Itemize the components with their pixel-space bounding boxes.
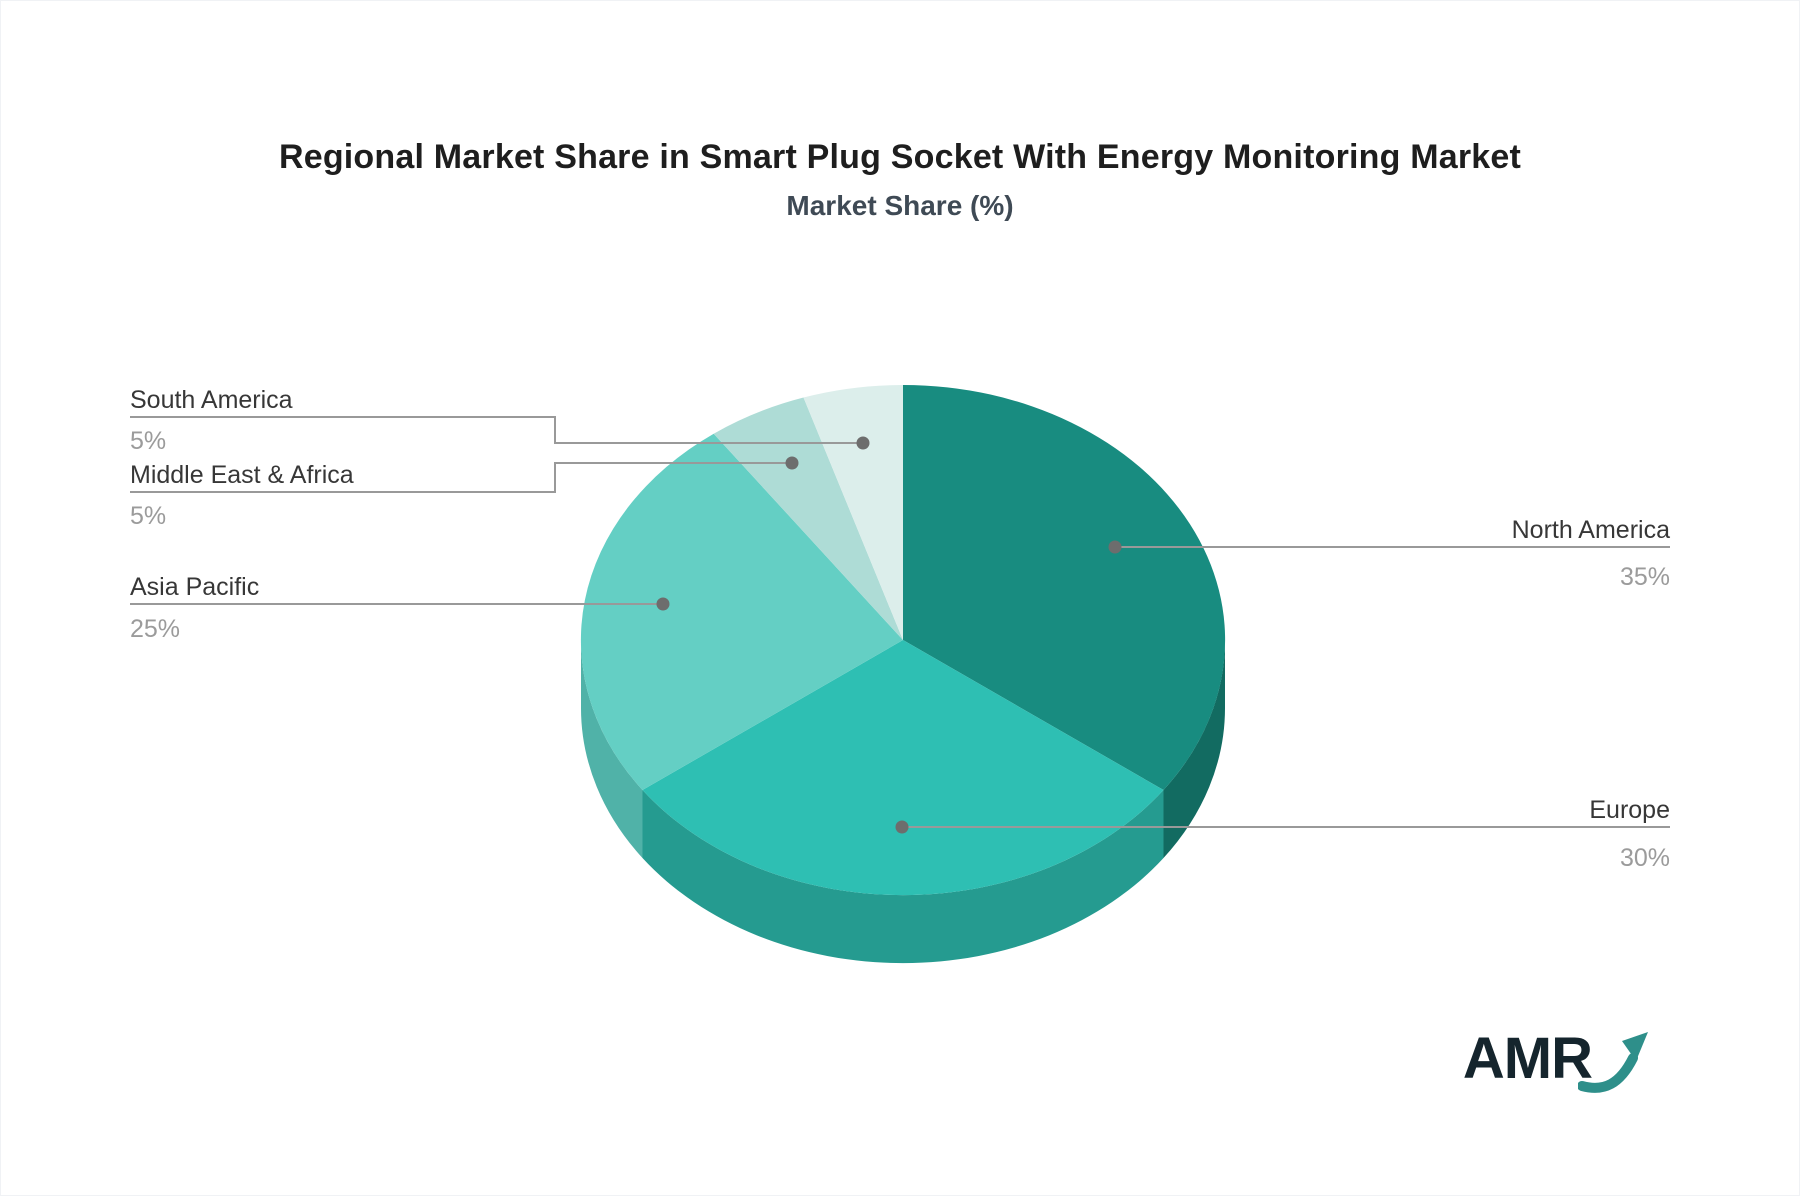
label-asia-pacific: Asia Pacific: [130, 573, 259, 601]
chart-subtitle: Market Share (%): [786, 190, 1014, 221]
amr-logo-text: AMR: [1462, 1025, 1593, 1091]
label-middle-east-africa: Middle East & Africa: [130, 461, 354, 489]
pie-slice-europe[interactable]: [642, 640, 1164, 896]
leader-dot-north-america: [1108, 540, 1122, 554]
label-north-america: North America: [1512, 516, 1670, 544]
value-europe: 30%: [1620, 844, 1670, 872]
leader-dot-middle-east-africa: [785, 456, 799, 470]
value-asia-pacific: 25%: [130, 615, 180, 643]
leader-dot-europe: [895, 820, 909, 834]
chart-title: Regional Market Share in Smart Plug Sock…: [278, 138, 1522, 176]
amr-logo: AMR: [1463, 1016, 1652, 1100]
leader-line-south-america: [130, 416, 863, 444]
pie-slice-asia-pacific[interactable]: [580, 433, 903, 790]
label-europe: Europe: [1589, 796, 1670, 824]
pie-slice-north-america[interactable]: [903, 385, 1226, 790]
pie-side-north-america: [1163, 640, 1225, 858]
value-south-america: 5%: [130, 427, 166, 455]
leader-dot-south-america: [856, 436, 870, 450]
pie-slice-middle-east-africa[interactable]: [713, 397, 903, 641]
value-north-america: 35%: [1620, 563, 1670, 591]
value-middle-east-africa: 5%: [130, 502, 166, 530]
label-south-america: South America: [130, 386, 293, 414]
leader-line-middle-east-africa: [130, 462, 792, 493]
pie-side-europe: [642, 790, 1164, 964]
pie-slice-south-america[interactable]: [803, 385, 904, 640]
leader-dot-asia-pacific: [656, 597, 670, 611]
amr-logo-arrow-icon: [1578, 1032, 1648, 1093]
pie-side-asia-pacific: [581, 640, 643, 858]
